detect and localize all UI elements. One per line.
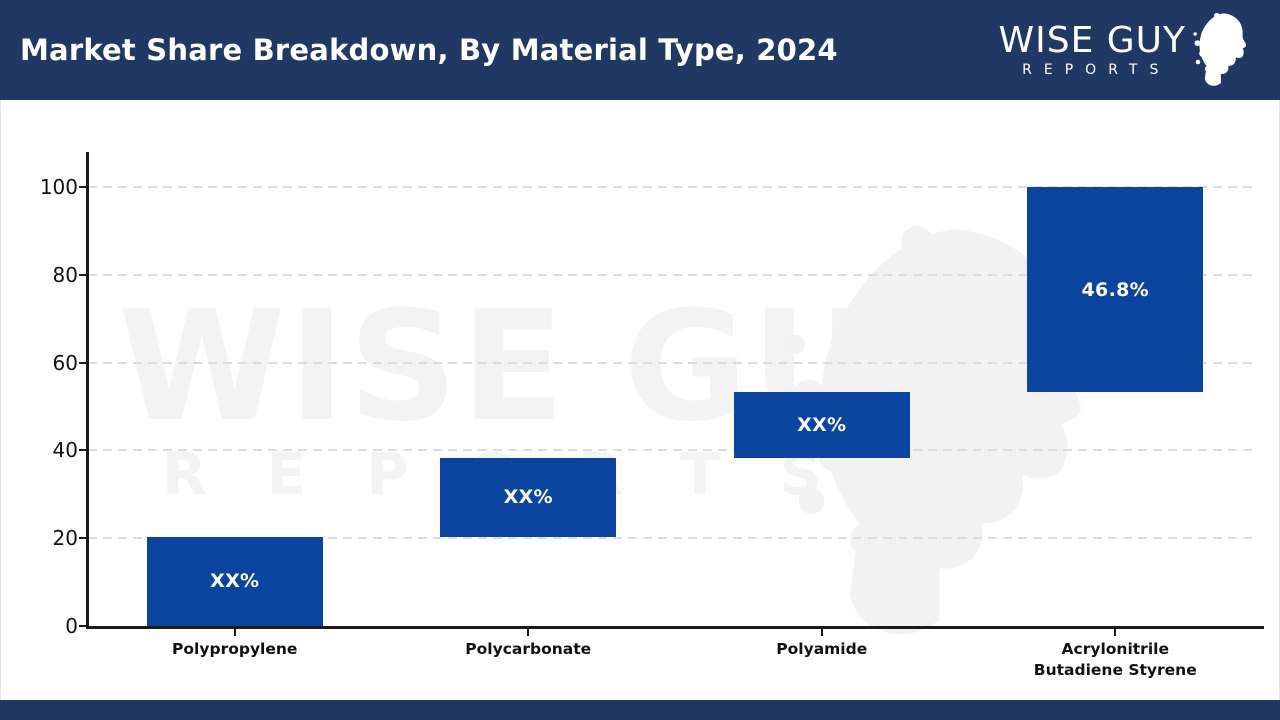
y-tick: [79, 537, 86, 540]
y-tick: [79, 449, 86, 452]
bar-value-label: XX%: [503, 486, 553, 509]
x-tick: [820, 628, 823, 636]
bar-value-label: XX%: [797, 414, 847, 437]
brand-logo: WISE GUY REPORTS: [999, 10, 1255, 90]
x-axis-line: [86, 626, 1264, 629]
figure-left-border: [0, 100, 1, 700]
footer-bar: [0, 700, 1280, 720]
x-tick: [527, 628, 530, 636]
y-tick: [79, 361, 86, 364]
y-tick: [79, 186, 86, 188]
x-axis-label: Polypropylene: [172, 640, 298, 658]
y-tick: [79, 625, 86, 627]
header-bar: Market Share Breakdown, By Material Type…: [0, 0, 1280, 100]
x-tick: [233, 628, 236, 636]
brand-logo-text: WISE GUY REPORTS: [998, 20, 1187, 78]
bar-value-label: XX%: [210, 570, 260, 593]
bar-segment: XX%: [146, 536, 323, 626]
bar-segment: XX%: [440, 457, 617, 537]
gridline: [88, 537, 1256, 540]
brand-head-icon: [1193, 12, 1247, 86]
gridline: [88, 449, 1256, 452]
x-axis-label: Polyamide: [776, 640, 868, 658]
gridline: [88, 273, 1256, 276]
x-axis-label: Acrylonitrile Butadiene Styrene: [1033, 640, 1197, 679]
gridline: [88, 186, 1256, 188]
brand-subtitle: REPORTS: [1022, 62, 1171, 78]
y-tick-label: 60: [52, 350, 78, 375]
y-tick: [79, 273, 86, 276]
gridline: [88, 361, 1256, 364]
bar-value-label: 46.8%: [1081, 278, 1149, 301]
x-tick: [1114, 628, 1117, 636]
brand-name: WISE GUY: [998, 20, 1186, 61]
y-tick-label: 20: [52, 526, 78, 551]
chart-title: Market Share Breakdown, By Material Type…: [20, 33, 838, 67]
y-tick-label: 40: [52, 438, 78, 463]
y-axis-line: [86, 152, 89, 628]
x-axis-label: Polycarbonate: [465, 640, 592, 658]
y-tick-label: 0: [65, 614, 78, 638]
y-tick-label: 80: [52, 262, 78, 287]
bar-segment: XX%: [733, 392, 910, 458]
y-tick-label: 100: [39, 175, 78, 199]
bar-segment: 46.8%: [1027, 187, 1204, 393]
